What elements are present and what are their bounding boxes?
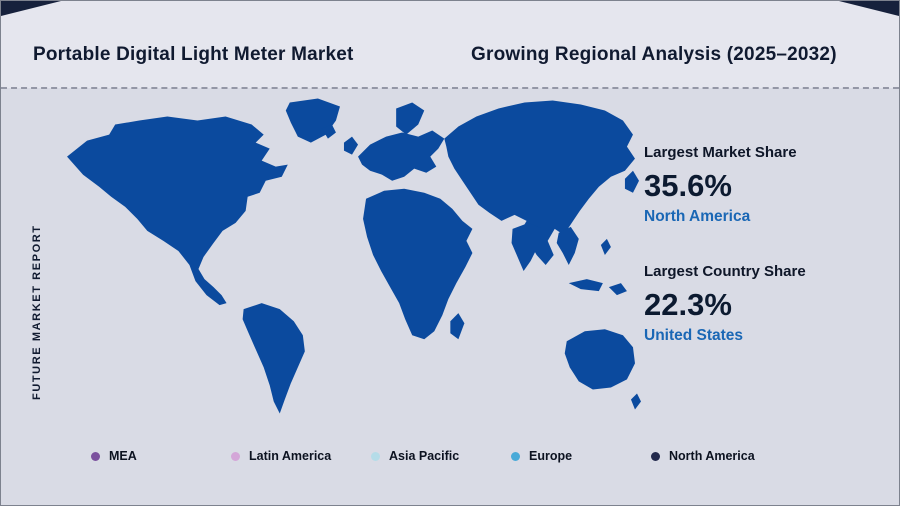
world-map-svg	[67, 98, 641, 414]
legend-dot-icon	[511, 451, 520, 461]
legend-item-asia-pacific: Asia Pacific	[371, 449, 511, 463]
islands-indonesia-2	[608, 283, 627, 296]
stat-label: Largest Country Share	[644, 263, 806, 280]
legend-label: MEA	[109, 449, 137, 463]
page-title: Portable Digital Light Meter Market	[33, 44, 354, 65]
legend-item-north-america: North America	[651, 449, 755, 463]
stat-value: 35.6%	[644, 168, 732, 203]
legend-dot-icon	[371, 451, 380, 461]
island-greenland	[285, 98, 340, 143]
stat-country-share: Largest Country Share 22.3% United State…	[644, 263, 894, 345]
continent-europe	[358, 130, 445, 181]
island-philippines	[600, 238, 611, 255]
legend-label: Europe	[529, 449, 573, 463]
legend-item-mea: MEA	[91, 449, 231, 463]
brand-watermark: FUTURE MARKET REPORT	[31, 224, 43, 400]
page-subtitle: Growing Regional Analysis (2025–2032)	[471, 44, 837, 65]
stats-panel: Largest Market Share 35.6% North America…	[644, 144, 894, 345]
stat-region: United States	[644, 327, 744, 344]
island-madagascar	[450, 313, 465, 340]
island-uk	[343, 136, 359, 155]
stat-value: 22.3%	[644, 287, 732, 322]
stat-region: North America	[644, 208, 751, 225]
world-map	[59, 93, 641, 427]
legend-label: Latin America	[249, 449, 332, 463]
stat-label: Largest Market Share	[644, 144, 797, 161]
continent-asia	[444, 100, 635, 266]
legend-dot-icon	[231, 451, 240, 461]
map-legend: MEA Latin America Asia Pacific Europe No…	[91, 449, 755, 463]
legend-label: Asia Pacific	[389, 449, 460, 463]
continent-africa	[363, 188, 473, 340]
continent-australia	[564, 329, 635, 390]
header-divider	[1, 87, 899, 89]
legend-dot-icon	[91, 451, 100, 461]
region-india	[511, 222, 543, 272]
header-band	[1, 1, 899, 88]
region-southeast-asia	[556, 226, 579, 266]
legend-label: North America	[669, 449, 755, 463]
stat-market-share: Largest Market Share 35.6% North America	[644, 144, 894, 226]
island-japan	[624, 170, 639, 193]
region-scandinavia	[396, 102, 425, 135]
legend-dot-icon	[651, 451, 660, 461]
continent-north-america	[67, 116, 288, 306]
island-new-zealand	[630, 393, 641, 410]
legend-item-europe: Europe	[511, 449, 651, 463]
islands-indonesia-1	[568, 279, 603, 292]
legend-item-latin-america: Latin America	[231, 449, 371, 463]
island-iceland	[321, 124, 336, 139]
continent-south-america	[242, 303, 305, 414]
